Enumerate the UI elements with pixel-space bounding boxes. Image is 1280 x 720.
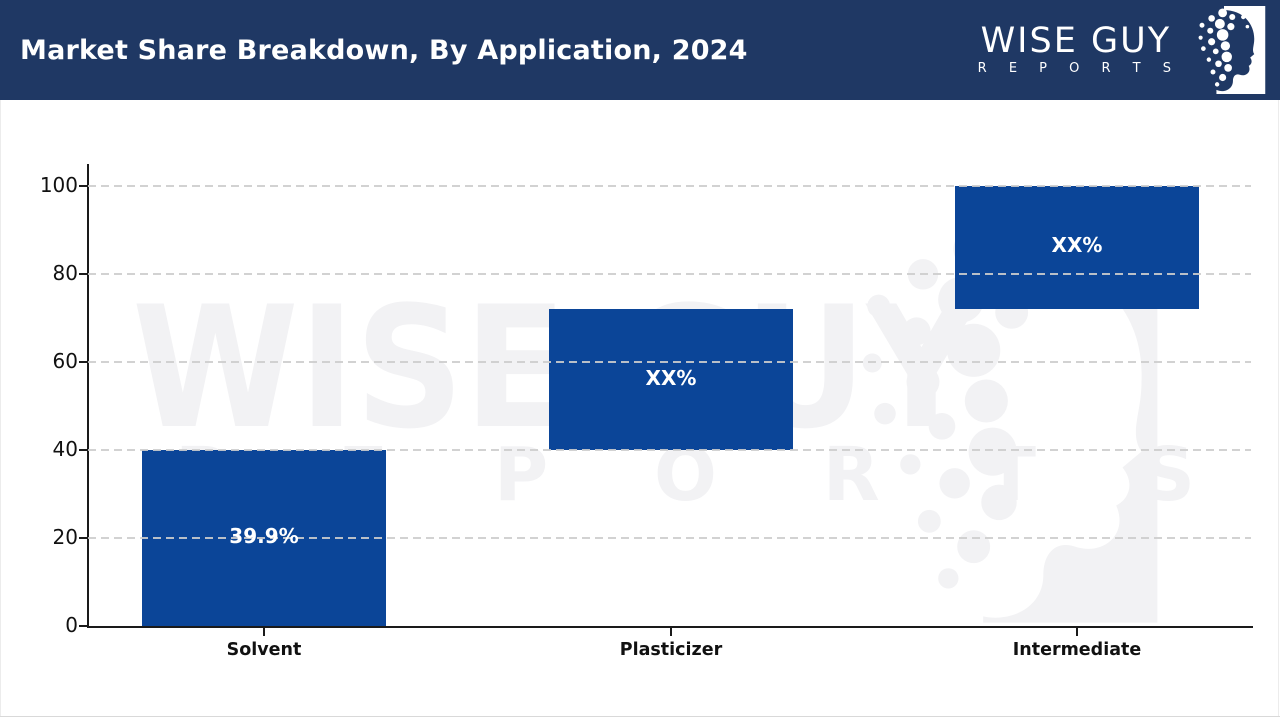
x-tick-mark — [670, 628, 672, 636]
gridline — [88, 361, 1251, 363]
logo-text-reports: R E P O R T S — [977, 61, 1180, 76]
y-tick-mark — [79, 625, 88, 627]
right-edge-border — [1278, 100, 1279, 716]
bar-value-label: XX% — [645, 365, 697, 390]
plot-area: 0 20 40 60 80 100 Solvent Plasticizer Intermedia… — [0, 100, 1280, 720]
y-axis-line — [87, 164, 89, 628]
bar-intermediate — [955, 186, 1199, 309]
x-category-label: Plasticizer — [619, 640, 723, 660]
gridline — [88, 185, 1251, 187]
y-tick-label: 0 — [65, 613, 78, 637]
x-axis-line — [87, 626, 1253, 628]
footer-divider — [0, 716, 1280, 717]
bar-value-label: 39.9% — [229, 524, 299, 549]
x-category-label: Solvent — [226, 640, 302, 660]
x-tick-mark — [263, 628, 265, 636]
bar-plasticizer — [549, 308, 793, 451]
y-tick-label: 40 — [52, 437, 78, 461]
logo-text-wiseguy: WISE GUY — [980, 21, 1172, 61]
left-edge-border — [0, 100, 1, 716]
logo-head-icon — [1198, 6, 1266, 94]
x-tick-mark — [1076, 628, 1078, 636]
y-tick-mark — [79, 537, 88, 539]
y-tick-mark — [79, 273, 88, 275]
y-tick-mark — [79, 449, 88, 451]
bar-value-label: XX% — [1051, 233, 1103, 258]
gridline — [88, 537, 1251, 539]
gridline — [88, 449, 1251, 451]
y-tick-label: 20 — [52, 525, 78, 549]
y-tick-label: 80 — [52, 261, 78, 285]
header-bar: Market Share Breakdown, By Application, … — [0, 0, 1280, 100]
x-category-label: Intermediate — [1012, 640, 1142, 660]
chart-title: Market Share Breakdown, By Application, … — [20, 34, 748, 66]
y-tick-label: 60 — [52, 349, 78, 373]
logo-wordmark: WISE GUY R E P O R T S — [972, 21, 1180, 77]
wiseguy-logo: WISE GUY R E P O R T S — [972, 6, 1266, 94]
gridline — [88, 273, 1251, 275]
y-tick-mark — [79, 361, 88, 363]
y-tick-label: 100 — [39, 173, 78, 197]
y-tick-mark — [79, 185, 88, 187]
